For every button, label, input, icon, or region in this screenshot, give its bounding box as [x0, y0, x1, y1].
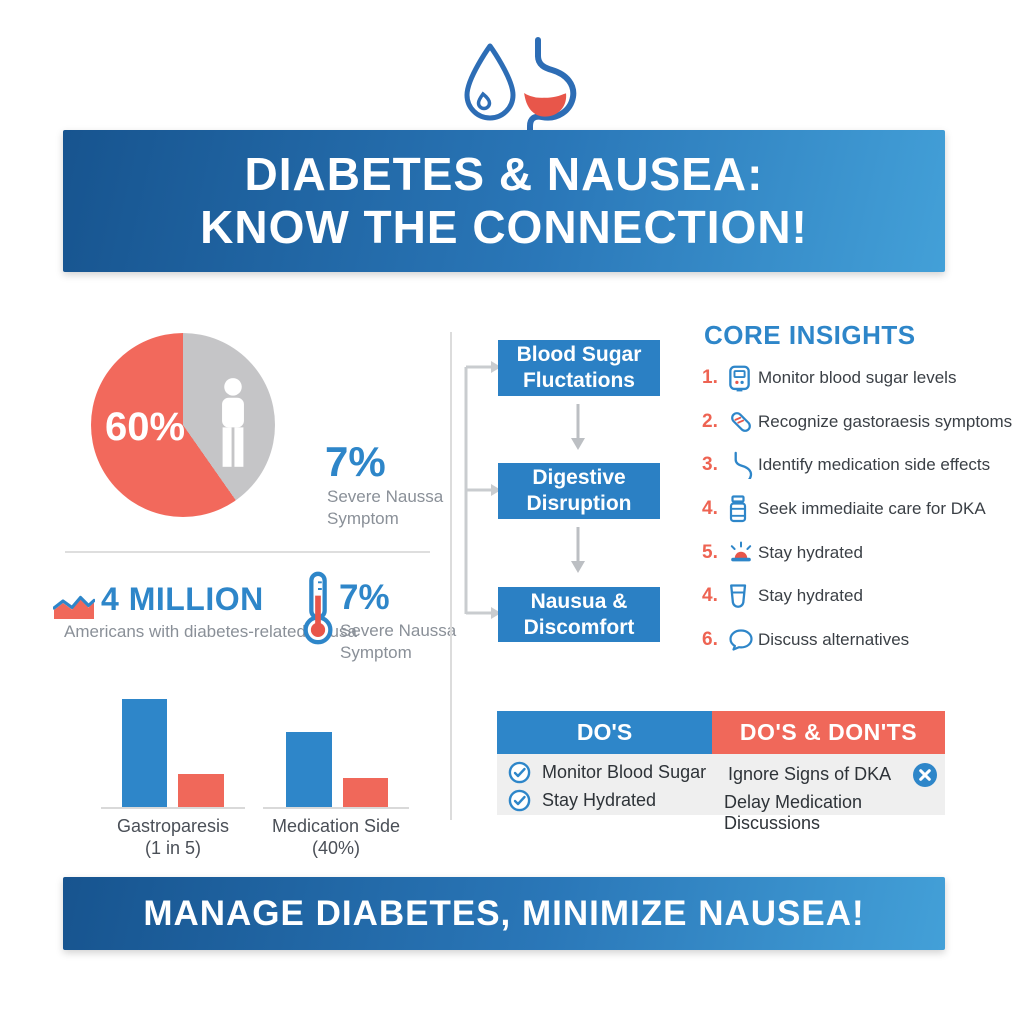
flow-branch-arrows: [458, 358, 502, 624]
stat-million-caption: Americans with diabetes-related nausa: [64, 622, 357, 641]
pill-bottle-icon: [728, 495, 758, 523]
insight-2-text: Recognize gastoraesis symptoms: [758, 411, 1013, 431]
trend-chart-icon: [53, 592, 95, 620]
speech-bubble-icon: [728, 628, 758, 652]
vertical-divider: [450, 332, 452, 820]
thermometer-icon: [299, 570, 337, 646]
flow-step-1-line1: Blood Sugar: [516, 343, 642, 367]
insight-item-2: 2. Recognize gastoraesis symptoms: [702, 408, 1024, 436]
flow-step-3: Nausua & Discomfort: [498, 587, 660, 642]
bar-group1-label-line1: Gastroparesis: [116, 816, 230, 836]
stat-severe2-label: Severe Naussa Symptom: [340, 620, 456, 665]
flow-step-1-line2: Fluctations: [522, 369, 635, 392]
flow-step-2-line1: Digestive: [532, 466, 626, 490]
donts-header-cell: DO'S & DON'TS: [712, 711, 945, 754]
insight-4-number: 4.: [702, 497, 718, 519]
donts-row-2-text: Delay Medication Discussions: [724, 792, 863, 833]
stat-severe2-label-line1: Severe Naussa: [340, 621, 457, 640]
horizontal-divider: [65, 551, 430, 553]
insight-2-number: 2.: [702, 410, 718, 432]
person-icon: [211, 377, 255, 469]
bar-medication-blue: [286, 732, 332, 807]
dos-row-2-text: Stay Hydrated: [542, 790, 657, 810]
bar-group2-label-line1: Medication Side: [271, 816, 401, 836]
core-insights-list: 1. Monitor blood sugar levels 2.: [702, 364, 1024, 654]
bar-gastroparesis-red: [178, 774, 224, 807]
capsule-icon: [728, 409, 758, 435]
flow-step-3-line1: Nausua &: [530, 589, 628, 613]
stat-severe2-value: 7%: [339, 578, 390, 617]
stat-severe-label: Severe Naussa Symptom: [327, 486, 443, 531]
stat-severe2-label-line2: Symptom: [340, 643, 412, 663]
insight-item-1: 1. Monitor blood sugar levels: [702, 364, 1024, 392]
pie-slice-label: 60%: [105, 405, 186, 449]
pie-chart: 60%: [91, 333, 275, 517]
droplet-stomach-icon: [452, 36, 584, 134]
bar-group1-label-line2: (1 in 5): [144, 837, 202, 858]
dos-donts-table: DO'S DO'S & DON'TS Monitor Blood Sugar S…: [497, 711, 945, 833]
insight-1-number: 1.: [702, 367, 718, 388]
insight-6-number: 4.: [702, 585, 718, 607]
header-banner: DIABETES & NAUSEA: KNOW THE CONNECTION!: [63, 130, 945, 272]
dos-row-2: Stay Hydrated: [508, 789, 656, 812]
insight-6-text: Stay hydrated: [758, 586, 863, 606]
insight-1-text: Monitor blood sugar levels: [758, 368, 957, 387]
flow-step-2-line2: Disruption: [526, 492, 632, 515]
stomach-icon: [728, 451, 758, 480]
dos-row-1-text: Monitor Blood Sugar: [542, 762, 707, 782]
flow-step-3-line2: Discomfort: [523, 615, 635, 639]
stat-severe-label-line2: Symptom: [327, 509, 399, 529]
water-glass-icon: [728, 583, 758, 609]
insight-item-7: 6. Discuss alternatives: [702, 626, 1024, 654]
bar-gastroparesis-blue: [122, 699, 167, 807]
bar-group2-label-line2: (40%): [311, 837, 360, 858]
insight-7-text: Discuss alternatives: [758, 629, 910, 649]
flow-arrow-down-2: [569, 527, 587, 573]
insight-5-text: Stay hydrated: [758, 542, 863, 562]
header-title-line2: KNOW THE CONNECTION!: [200, 201, 808, 253]
insight-item-6: 4. Stay hydrated: [702, 582, 1024, 610]
siren-icon: [728, 540, 758, 565]
insight-5-number: 5.: [702, 541, 718, 563]
check-circle-icon: [508, 789, 531, 812]
header-title-line1: DIABETES & NAUSEA:: [244, 147, 764, 200]
core-insights-title: CORE INSIGHTS: [704, 320, 916, 350]
glucose-meter-icon: [728, 365, 758, 392]
insight-item-4: 4. Seek immediaite care for DKA: [702, 495, 1024, 523]
footer-banner: MANAGE DIABETES, MINIMIZE NAUSEA!: [63, 877, 945, 950]
x-circle-icon: [912, 762, 938, 788]
stat-severe-value: 7%: [325, 438, 386, 485]
stat-million-value: 4 MILLION: [101, 581, 264, 617]
bar-baseline-1: [101, 807, 245, 809]
check-circle-icon: [508, 761, 531, 784]
bar-group1-label: Gastroparesis (1 in 5): [93, 816, 253, 859]
insight-3-text: Identify medication side effects: [758, 455, 991, 475]
bar-group2-label: Medication Side (40%): [256, 816, 416, 859]
insight-3-number-wrap: 3.: [702, 454, 728, 476]
dos-donts-body: Monitor Blood Sugar Stay Hydrated Ignore…: [497, 754, 945, 833]
dos-donts-header: DO'S DO'S & DON'TS: [497, 711, 945, 754]
flow-arrow-down-1: [569, 404, 587, 450]
insight-4-text: Seek immediaite care for DKA: [758, 498, 986, 518]
footer-title: MANAGE DIABETES, MINIMIZE NAUSEA!: [143, 893, 865, 933]
insight-3-number: 3.: [702, 454, 718, 476]
donts-row-1-text: Ignore Signs of DKA: [728, 764, 892, 784]
dos-row-1: Monitor Blood Sugar: [508, 761, 706, 784]
dos-header-cell: DO'S: [497, 711, 712, 754]
flow-step-1: Blood Sugar Fluctations: [498, 340, 660, 396]
flow-step-2: Digestive Disruption: [498, 463, 660, 519]
stat-severe-label-line1: Severe Naussa: [327, 487, 444, 506]
insight-item-5: 5. Stay hydrated: [702, 539, 1024, 567]
insight-item-3: 3. Identify medication side effects: [702, 451, 1024, 480]
bar-medication-red: [343, 778, 388, 807]
insight-7-number: 6.: [702, 628, 718, 650]
bar-baseline-2: [263, 807, 409, 809]
